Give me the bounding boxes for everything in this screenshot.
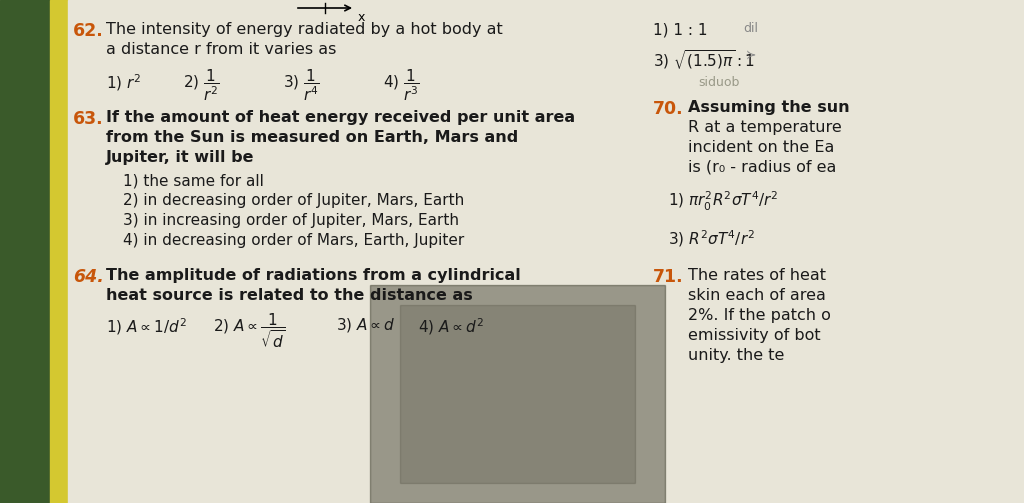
- Text: The amplitude of radiations from a cylindrical: The amplitude of radiations from a cylin…: [106, 268, 521, 283]
- Text: heat source is related to the distance as: heat source is related to the distance a…: [106, 288, 473, 303]
- Text: 64.: 64.: [73, 268, 103, 286]
- Bar: [370, 285, 665, 503]
- Text: 70.: 70.: [653, 100, 684, 118]
- Text: 1) $\pi r_{0}^{2}R^{2}\sigma T^{4}/r^{2}$: 1) $\pi r_{0}^{2}R^{2}\sigma T^{4}/r^{2}…: [668, 190, 778, 213]
- Bar: [400, 305, 635, 483]
- Text: $\mathregular{\succ}$: $\mathregular{\succ}$: [743, 48, 757, 61]
- Text: 2) $A\propto\dfrac{1}{\sqrt{d}}$: 2) $A\propto\dfrac{1}{\sqrt{d}}$: [213, 311, 286, 350]
- Text: Assuming the sun: Assuming the sun: [688, 100, 850, 115]
- Text: 62.: 62.: [73, 22, 103, 40]
- Text: 3) $\dfrac{1}{r^{4}}$: 3) $\dfrac{1}{r^{4}}$: [283, 68, 319, 104]
- Text: 1) 1 : 1: 1) 1 : 1: [653, 22, 708, 37]
- Text: emissivity of bot: emissivity of bot: [688, 328, 820, 343]
- Text: is (r₀ - radius of ea: is (r₀ - radius of ea: [688, 160, 837, 175]
- Text: R at a temperature: R at a temperature: [688, 120, 842, 135]
- Text: 3) $\sqrt{(1.5)\pi}:1$: 3) $\sqrt{(1.5)\pi}:1$: [653, 48, 755, 72]
- Text: from the Sun is measured on Earth, Mars and: from the Sun is measured on Earth, Mars …: [106, 130, 518, 145]
- Text: 3) $A\propto d$: 3) $A\propto d$: [336, 316, 395, 334]
- Text: 2%. If the patch o: 2%. If the patch o: [688, 308, 830, 323]
- Text: If the amount of heat energy received per unit area: If the amount of heat energy received pe…: [106, 110, 575, 125]
- Text: Jupiter, it will be: Jupiter, it will be: [106, 150, 255, 165]
- Bar: [0, 0, 58, 503]
- Text: x: x: [358, 11, 366, 24]
- Text: 4) $A\propto d^{2}$: 4) $A\propto d^{2}$: [418, 316, 484, 337]
- Text: dil: dil: [743, 22, 758, 35]
- Text: 71.: 71.: [653, 268, 684, 286]
- Text: 1) $A\propto 1/d^{2}$: 1) $A\propto 1/d^{2}$: [106, 316, 187, 337]
- Text: 63.: 63.: [73, 110, 103, 128]
- Text: 4) $\dfrac{1}{r^{3}}$: 4) $\dfrac{1}{r^{3}}$: [383, 68, 420, 104]
- Text: 3) in increasing order of Jupiter, Mars, Earth: 3) in increasing order of Jupiter, Mars,…: [123, 213, 459, 228]
- Text: The intensity of energy radiated by a hot body at: The intensity of energy radiated by a ho…: [106, 22, 503, 37]
- Text: a distance r from it varies as: a distance r from it varies as: [106, 42, 336, 57]
- Text: 1) $r^{2}$: 1) $r^{2}$: [106, 72, 141, 93]
- Bar: [50, 0, 68, 503]
- Text: incident on the Ea: incident on the Ea: [688, 140, 835, 155]
- Text: siduob: siduob: [698, 76, 739, 89]
- Text: 2) $\dfrac{1}{r^{2}}$: 2) $\dfrac{1}{r^{2}}$: [183, 68, 220, 104]
- Text: 4) in decreasing order of Mars, Earth, Jupiter: 4) in decreasing order of Mars, Earth, J…: [123, 233, 464, 248]
- Text: unity. the te: unity. the te: [688, 348, 784, 363]
- Text: 3) $R^{2}\sigma T^{4}/r^{2}$: 3) $R^{2}\sigma T^{4}/r^{2}$: [668, 228, 755, 248]
- Text: The rates of heat: The rates of heat: [688, 268, 826, 283]
- Text: skin each of area: skin each of area: [688, 288, 826, 303]
- Text: 2) in decreasing order of Jupiter, Mars, Earth: 2) in decreasing order of Jupiter, Mars,…: [123, 193, 464, 208]
- Text: 1) the same for all: 1) the same for all: [123, 173, 264, 188]
